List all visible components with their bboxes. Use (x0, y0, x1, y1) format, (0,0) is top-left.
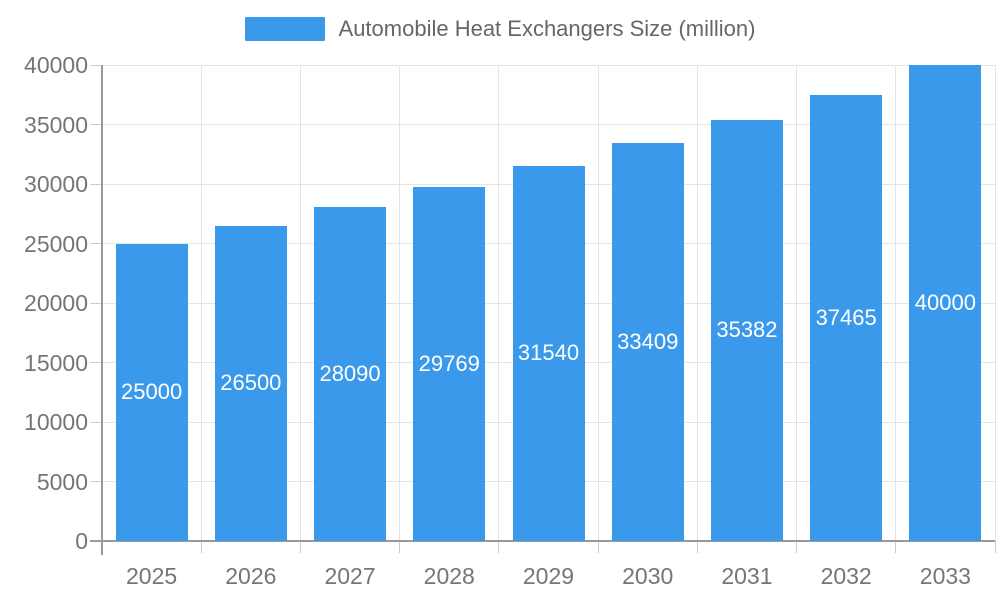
y-axis-tick (90, 64, 102, 66)
gridline-horizontal (102, 124, 995, 125)
x-tick-label: 2028 (423, 563, 475, 589)
x-tick-label: 2029 (522, 563, 575, 589)
gridline-vertical (895, 65, 897, 541)
bar-value-label: 31540 (517, 340, 580, 366)
x-axis-tick (498, 541, 500, 553)
gridline-vertical (299, 65, 301, 541)
x-axis-tick (299, 541, 301, 553)
bar (909, 65, 982, 541)
gridline-vertical (399, 65, 401, 541)
gridline-vertical (994, 65, 996, 541)
y-tick-label: 0 (75, 528, 88, 554)
y-axis-tick (90, 243, 102, 244)
bar (115, 243, 188, 541)
x-axis-tick (200, 541, 202, 553)
bar-value-label: 33409 (617, 329, 679, 355)
bar (512, 165, 585, 541)
plot-area: 0 5000 10000 15000 20000 25000 30000 35000 40000… (24, 52, 996, 589)
x-axis-tick (895, 541, 897, 553)
legend: Automobile Heat Exchangers Size (million… (0, 15, 1000, 43)
y-axis-line (101, 65, 103, 555)
bar-value-label: 29769 (418, 350, 480, 376)
legend-label: Automobile Heat Exchangers Size (million… (338, 16, 756, 41)
x-tick-label: 2033 (919, 563, 971, 589)
y-axis-tick (90, 421, 102, 423)
x-tick-label: 2027 (324, 563, 376, 589)
gridline-vertical (796, 65, 798, 541)
y-tick-label: 30000 (24, 171, 88, 197)
bar (611, 143, 684, 541)
y-tick-label: 35000 (24, 111, 88, 138)
gridline-vertical (498, 65, 500, 541)
x-tick-label: 2032 (820, 563, 872, 589)
bar-value-label: 28090 (319, 360, 381, 386)
x-axis-tick (597, 541, 599, 553)
x-tick-label: 2026 (225, 563, 277, 589)
bar-value-label: 35382 (716, 317, 778, 343)
y-tick-label: 25000 (24, 230, 88, 257)
bar-value-label: 26500 (220, 370, 282, 396)
y-axis-tick (90, 302, 102, 304)
bar (214, 225, 287, 541)
bar (810, 95, 883, 541)
y-tick-label: 20000 (24, 290, 88, 316)
x-tick-label: 2031 (721, 563, 773, 589)
y-axis-tick (90, 481, 102, 482)
x-axis-line (90, 540, 995, 542)
y-tick-label: 15000 (24, 349, 88, 376)
bar (314, 206, 387, 541)
y-tick-label: 40000 (24, 52, 88, 78)
gridline-horizontal (102, 64, 995, 66)
gridline-vertical (597, 65, 599, 541)
bar-value-label: 25000 (121, 379, 183, 405)
x-axis-tick (796, 541, 798, 553)
legend-swatch-icon (244, 17, 325, 41)
y-tick-label: 5000 (36, 468, 88, 495)
bar (413, 186, 486, 541)
bar-value-label: 40000 (914, 290, 976, 315)
gridline-vertical (200, 65, 202, 541)
x-axis-tick (696, 541, 698, 553)
x-axis-tick (399, 541, 401, 553)
gridline-vertical (696, 65, 698, 541)
y-axis-tick (90, 183, 102, 185)
y-axis-tick (90, 124, 102, 125)
x-tick-label: 2025 (126, 563, 178, 589)
y-axis-tick (90, 362, 102, 363)
x-axis-tick (994, 541, 996, 553)
legend-item[interactable]: Automobile Heat Exchangers Size (million… (244, 15, 756, 43)
bar (710, 119, 783, 541)
x-tick-label: 2030 (622, 563, 674, 589)
y-tick-label: 10000 (24, 409, 88, 435)
bar-value-label: 37465 (815, 305, 877, 331)
